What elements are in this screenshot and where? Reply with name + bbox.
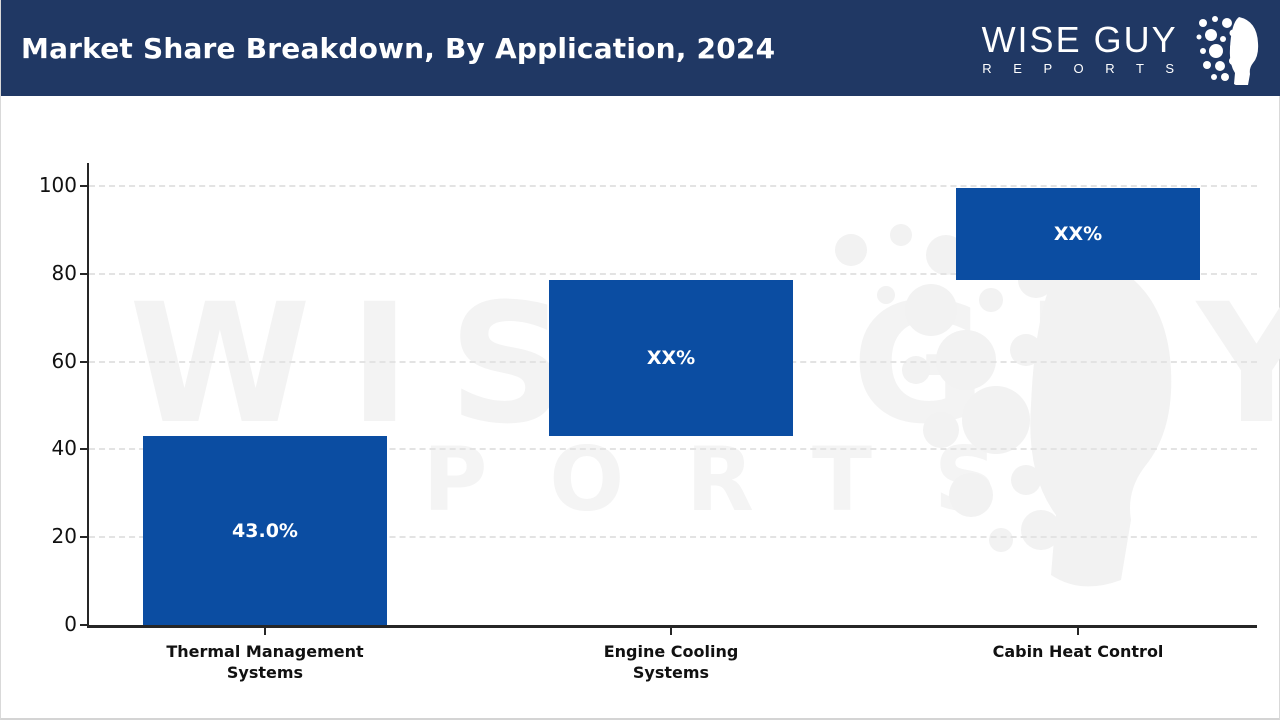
- x-tick-mark: [1077, 628, 1079, 635]
- y-tick-label: 0: [64, 612, 77, 636]
- logo-text: WISE GUY R E P O R T S: [976, 18, 1183, 76]
- y-tick-label: 80: [51, 260, 77, 285]
- x-category-label: Engine Cooling Systems: [603, 642, 739, 682]
- x-category-label: Thermal Management Systems: [166, 642, 364, 682]
- y-gridline: [89, 272, 1257, 275]
- logo-wordmark: WISE GUY: [981, 18, 1178, 60]
- y-tick-mark: [80, 360, 89, 363]
- y-gridline: [89, 185, 1257, 188]
- y-tick-mark: [80, 448, 89, 451]
- y-tick-mark: [80, 536, 89, 539]
- x-tick-mark: [264, 628, 266, 635]
- bar-value-label: XX%: [646, 347, 696, 370]
- y-gridline: [89, 536, 1257, 539]
- y-tick-mark: [80, 185, 89, 188]
- logo-head-icon: [1196, 16, 1259, 85]
- header: Market Share Breakdown, By Application, …: [1, 0, 1280, 96]
- y-tick-label: 40: [51, 436, 77, 461]
- y-tick-label: 20: [51, 524, 77, 549]
- x-axis-line: [87, 625, 1257, 628]
- bar: 43.0%: [143, 436, 387, 625]
- logo-subtitle: R E P O R T S: [982, 60, 1183, 76]
- chart-title: Market Share Breakdown, By Application, …: [21, 31, 776, 65]
- y-tick-label: 60: [51, 348, 77, 373]
- y-tick-label: 100: [38, 173, 77, 198]
- bar: XX%: [956, 188, 1200, 281]
- bar: XX%: [549, 280, 793, 437]
- y-axis-line: [87, 163, 89, 625]
- logo: WISE GUY R E P O R T S: [976, 11, 1263, 85]
- bar-value-label: XX%: [1053, 223, 1103, 246]
- bar-value-label: 43.0%: [232, 519, 298, 542]
- x-category-label: Cabin Heat Control: [992, 642, 1164, 661]
- y-tick-mark: [80, 272, 89, 275]
- y-gridline: [89, 448, 1257, 451]
- x-tick-mark: [670, 628, 672, 635]
- y-tick-mark: [80, 624, 89, 626]
